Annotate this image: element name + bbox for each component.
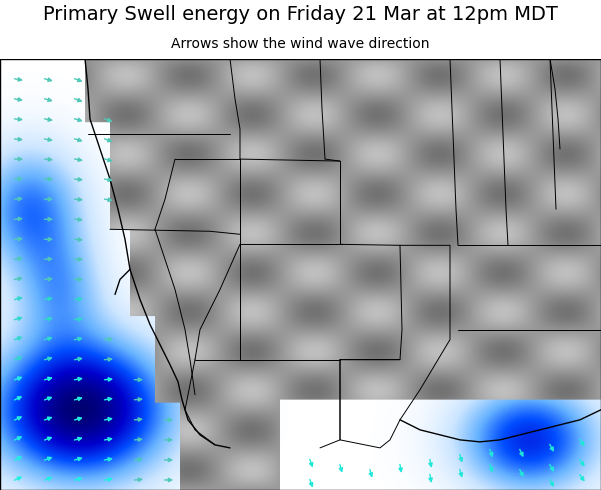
Text: Primary Swell energy on Friday 21 Mar at 12pm MDT: Primary Swell energy on Friday 21 Mar at… bbox=[43, 5, 558, 24]
Text: Arrows show the wind wave direction: Arrows show the wind wave direction bbox=[171, 37, 430, 51]
